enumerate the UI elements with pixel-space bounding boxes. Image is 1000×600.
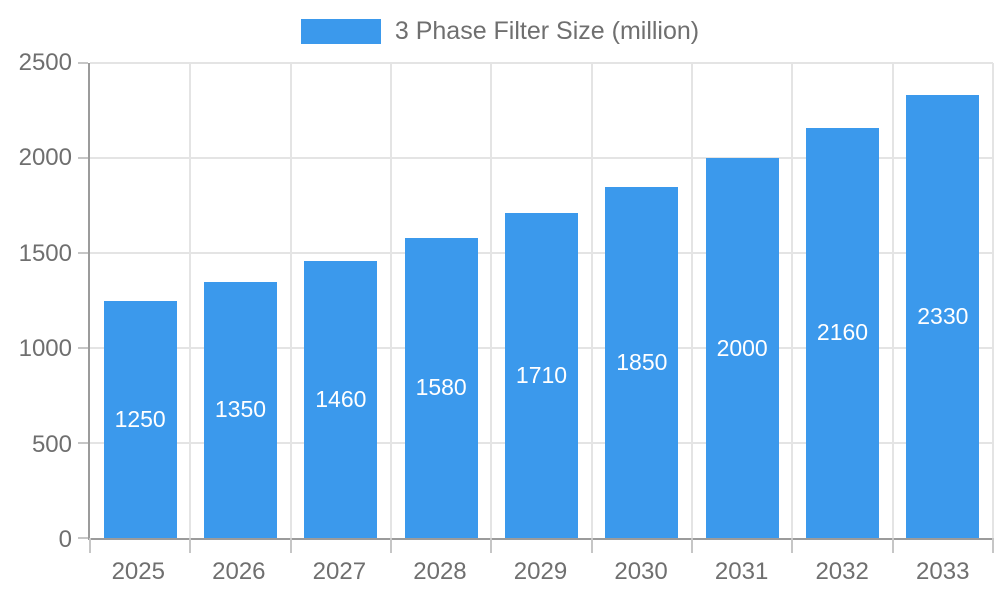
y-axis-tick-label: 2000 bbox=[18, 144, 72, 172]
bar-value-label: 1250 bbox=[114, 405, 166, 432]
y-axis-tick bbox=[78, 537, 88, 539]
bar-value-label: 2330 bbox=[917, 303, 969, 330]
x-axis-tick-label: 2029 bbox=[513, 558, 568, 585]
x-axis-tick bbox=[891, 538, 894, 553]
x-axis-tick-label: 2032 bbox=[815, 558, 869, 585]
x-gridline bbox=[992, 63, 994, 538]
x-axis-tick bbox=[590, 538, 593, 553]
x-gridline bbox=[891, 63, 894, 538]
legend[interactable]: 3 Phase Filter Size (million) bbox=[0, 17, 1000, 45]
x-axis-tick-label: 2030 bbox=[614, 558, 668, 585]
bar-2031[interactable]: 2000 bbox=[705, 158, 779, 538]
x-gridline bbox=[590, 63, 593, 538]
bar-value-label: 1710 bbox=[515, 362, 568, 389]
y-axis-tick-label: 1500 bbox=[18, 239, 72, 267]
x-axis-tick-label: 2033 bbox=[916, 558, 970, 585]
y-axis-tick bbox=[78, 157, 88, 159]
y-axis-tick bbox=[78, 442, 88, 444]
x-axis-tick-label: 2031 bbox=[714, 558, 769, 585]
x-axis-tick bbox=[89, 538, 91, 553]
x-gridline bbox=[791, 63, 794, 538]
plot-area: 1250 1350 1460 1580 1710 1850 2000 2160 2330 bbox=[78, 62, 994, 553]
x-axis-tick bbox=[690, 538, 693, 553]
x-axis-tick-label: 2025 bbox=[111, 558, 165, 585]
bar-2033[interactable]: 2330 bbox=[906, 95, 980, 538]
x-gridline bbox=[289, 63, 292, 538]
y-axis-tick bbox=[78, 252, 88, 254]
y-gridline bbox=[90, 62, 993, 64]
bar-value-label: 1850 bbox=[616, 348, 668, 375]
bar-2032[interactable]: 2160 bbox=[806, 127, 879, 538]
x-gridline bbox=[490, 63, 493, 538]
y-axis-tick bbox=[78, 62, 88, 64]
x-axis-labels: 2025 2026 2027 2028 2029 2030 2031 2032 2033 bbox=[88, 556, 993, 588]
bar-value-label: 2000 bbox=[716, 334, 768, 361]
bar-2030[interactable]: 1850 bbox=[605, 186, 679, 538]
x-axis-tick-label: 2027 bbox=[312, 558, 367, 585]
x-axis-tick-label: 2026 bbox=[212, 558, 266, 585]
y-gridline bbox=[90, 157, 993, 159]
x-axis-tick bbox=[289, 538, 292, 553]
x-axis-tick bbox=[189, 538, 192, 553]
x-axis-tick bbox=[992, 538, 994, 553]
legend-label: 3 Phase Filter Size (million) bbox=[394, 16, 700, 45]
bar-value-label: 1580 bbox=[415, 374, 467, 401]
x-gridline bbox=[690, 63, 693, 538]
x-axis-tick bbox=[490, 538, 493, 553]
legend-swatch-icon bbox=[300, 18, 381, 44]
bar-value-label: 1350 bbox=[214, 396, 267, 423]
x-axis-tick-label: 2028 bbox=[413, 558, 467, 585]
bar-2026[interactable]: 1350 bbox=[203, 281, 277, 538]
bar-value-label: 1460 bbox=[315, 385, 367, 412]
y-axis-tick-label: 1000 bbox=[18, 335, 72, 363]
y-axis-tick-label: 500 bbox=[31, 430, 72, 458]
x-gridline bbox=[189, 63, 192, 538]
bar-2029[interactable]: 1710 bbox=[505, 213, 578, 538]
x-gridline bbox=[389, 63, 392, 538]
y-axis-tick-label: 2500 bbox=[18, 49, 72, 76]
bar-2025[interactable]: 1250 bbox=[103, 300, 177, 538]
y-axis-labels: 0 500 1000 1500 2000 2500 bbox=[0, 49, 78, 553]
y-axis-tick bbox=[78, 347, 88, 349]
x-axis-tick bbox=[389, 538, 392, 553]
bar-value-label: 2160 bbox=[816, 319, 869, 346]
bar-2027[interactable]: 1460 bbox=[304, 260, 378, 538]
y-axis-tick-label: 0 bbox=[58, 526, 72, 553]
x-axis-tick bbox=[791, 538, 794, 553]
bar-2028[interactable]: 1580 bbox=[404, 237, 478, 538]
